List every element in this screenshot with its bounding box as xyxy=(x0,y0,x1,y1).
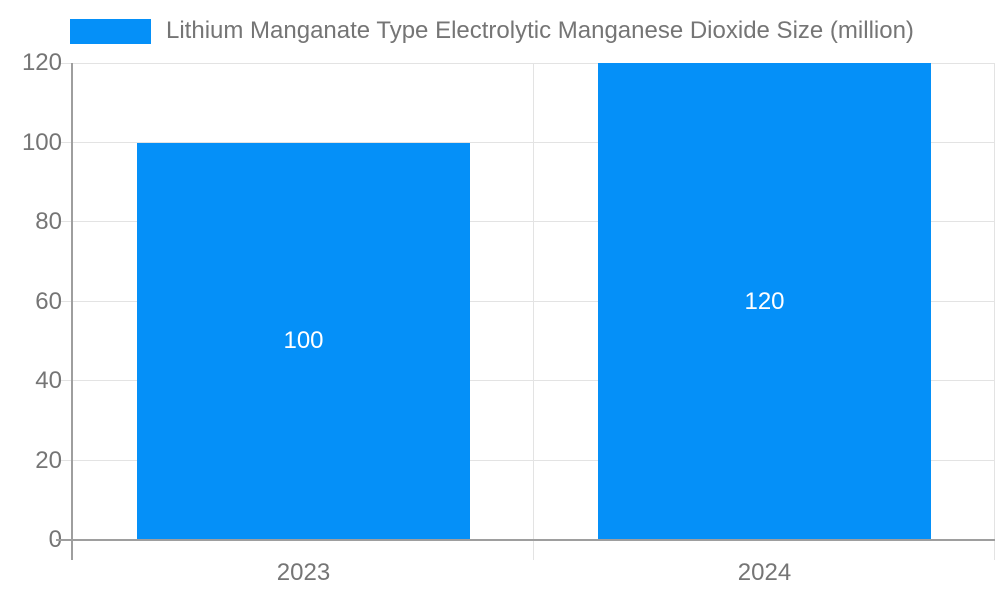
bar-2024[interactable]: 120 xyxy=(598,63,931,540)
y-axis-tick xyxy=(60,300,73,302)
y-axis-label: 60 xyxy=(35,287,62,315)
y-axis-line xyxy=(71,63,73,560)
gridline xyxy=(73,300,995,302)
y-axis-label: 40 xyxy=(35,367,62,394)
y-axis-label: 0 xyxy=(48,526,62,553)
gridline xyxy=(73,221,995,222)
y-axis-tick xyxy=(60,221,73,222)
plot-area: 100 120 xyxy=(60,63,995,560)
legend-label: Lithium Manganate Type Electrolytic Mang… xyxy=(166,17,914,44)
y-axis-tick xyxy=(60,459,73,461)
y-axis-tick xyxy=(60,380,73,381)
x-axis-label: 2024 xyxy=(737,559,792,586)
bar-value-label: 120 xyxy=(744,287,785,315)
y-axis-label: 100 xyxy=(21,128,62,156)
y-axis-tick xyxy=(60,63,73,64)
bar-value-label: 100 xyxy=(283,327,324,355)
y-axis-tick xyxy=(60,141,73,143)
gridline-vertical xyxy=(994,63,995,560)
x-axis-label: 2023 xyxy=(276,559,331,586)
y-axis-label: 20 xyxy=(35,446,62,474)
x-axis-line xyxy=(56,539,995,541)
legend-swatch xyxy=(70,18,151,44)
gridline xyxy=(73,63,995,64)
bar-2023[interactable]: 100 xyxy=(137,142,470,540)
y-axis-label: 120 xyxy=(21,49,62,76)
legend: Lithium Manganate Type Electrolytic Mang… xyxy=(70,17,914,45)
gridline xyxy=(73,459,995,461)
gridline xyxy=(73,380,995,381)
y-axis-label: 80 xyxy=(35,208,62,235)
gridline xyxy=(73,141,995,143)
gridline-vertical xyxy=(533,63,534,560)
